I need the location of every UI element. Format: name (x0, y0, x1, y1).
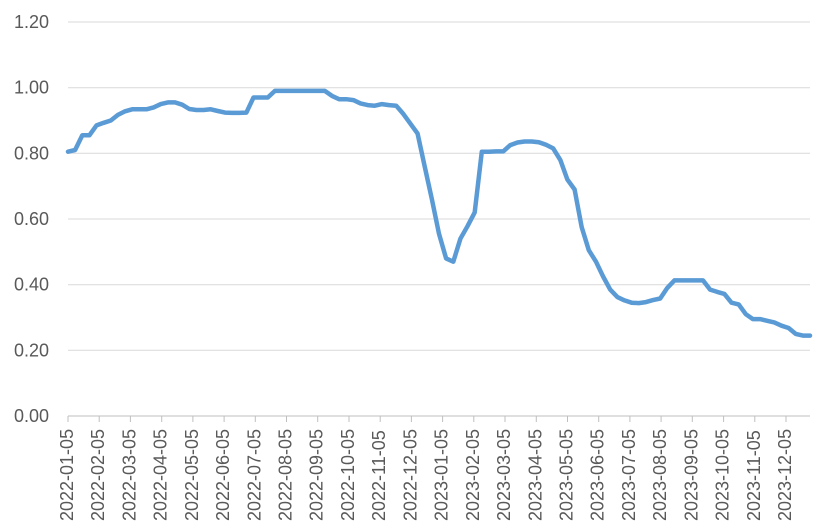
y-tick-label: 0.00 (14, 406, 49, 426)
x-tick-label: 2022-12-05 (400, 429, 420, 521)
x-tick-label: 2023-01-05 (432, 429, 452, 521)
x-tick-label: 2023-04-05 (525, 429, 545, 521)
x-tick-label: 2023-06-05 (588, 429, 608, 521)
x-tick-label: 2022-07-05 (244, 429, 264, 521)
y-tick-label: 0.80 (14, 143, 49, 163)
x-tick-label: 2023-05-05 (557, 429, 577, 521)
x-tick-label: 2022-02-05 (88, 429, 108, 521)
x-tick-label: 2022-08-05 (276, 429, 296, 521)
x-tick-label: 2022-01-05 (57, 429, 77, 521)
x-tick-label: 2023-08-05 (650, 429, 670, 521)
series-line (65, 88, 813, 338)
x-axis-ticks (67, 416, 787, 422)
x-tick-label: 2023-02-05 (463, 429, 483, 521)
y-tick-label: 0.60 (14, 209, 49, 229)
x-tick-label: 2023-12-05 (775, 429, 795, 521)
x-tick-label: 2023-09-05 (681, 429, 701, 521)
x-tick-label: 2022-11-05 (369, 430, 389, 521)
x-tick-label: 2023-07-05 (619, 429, 639, 521)
y-tick-label: 0.20 (14, 340, 49, 360)
x-tick-label: 2022-03-05 (119, 429, 139, 521)
x-tick-label: 2022-09-05 (307, 429, 327, 521)
x-axis-labels: 2022-01-05 2022-02-05 2022-03-05 2022-04-05… (57, 429, 795, 521)
x-tick-label: 2023-11-05 (744, 430, 764, 521)
y-gridlines (68, 21, 810, 351)
y-tick-label: 1.20 (14, 12, 49, 32)
y-axis-labels: 0.00 0.20 0.40 0.60 0.80 1.00 1.20 (14, 12, 49, 426)
x-tick-label: 2023-03-05 (494, 429, 514, 521)
y-tick-label: 0.40 (14, 275, 49, 295)
x-tick-label: 2023-10-05 (713, 429, 733, 521)
x-tick-label: 2022-05-05 (182, 429, 202, 521)
y-tick-label: 1.00 (14, 78, 49, 98)
x-tick-label: 2022-06-05 (213, 429, 233, 521)
x-tick-label: 2022-10-05 (338, 429, 358, 521)
x-tick-label: 2022-04-05 (151, 429, 171, 521)
